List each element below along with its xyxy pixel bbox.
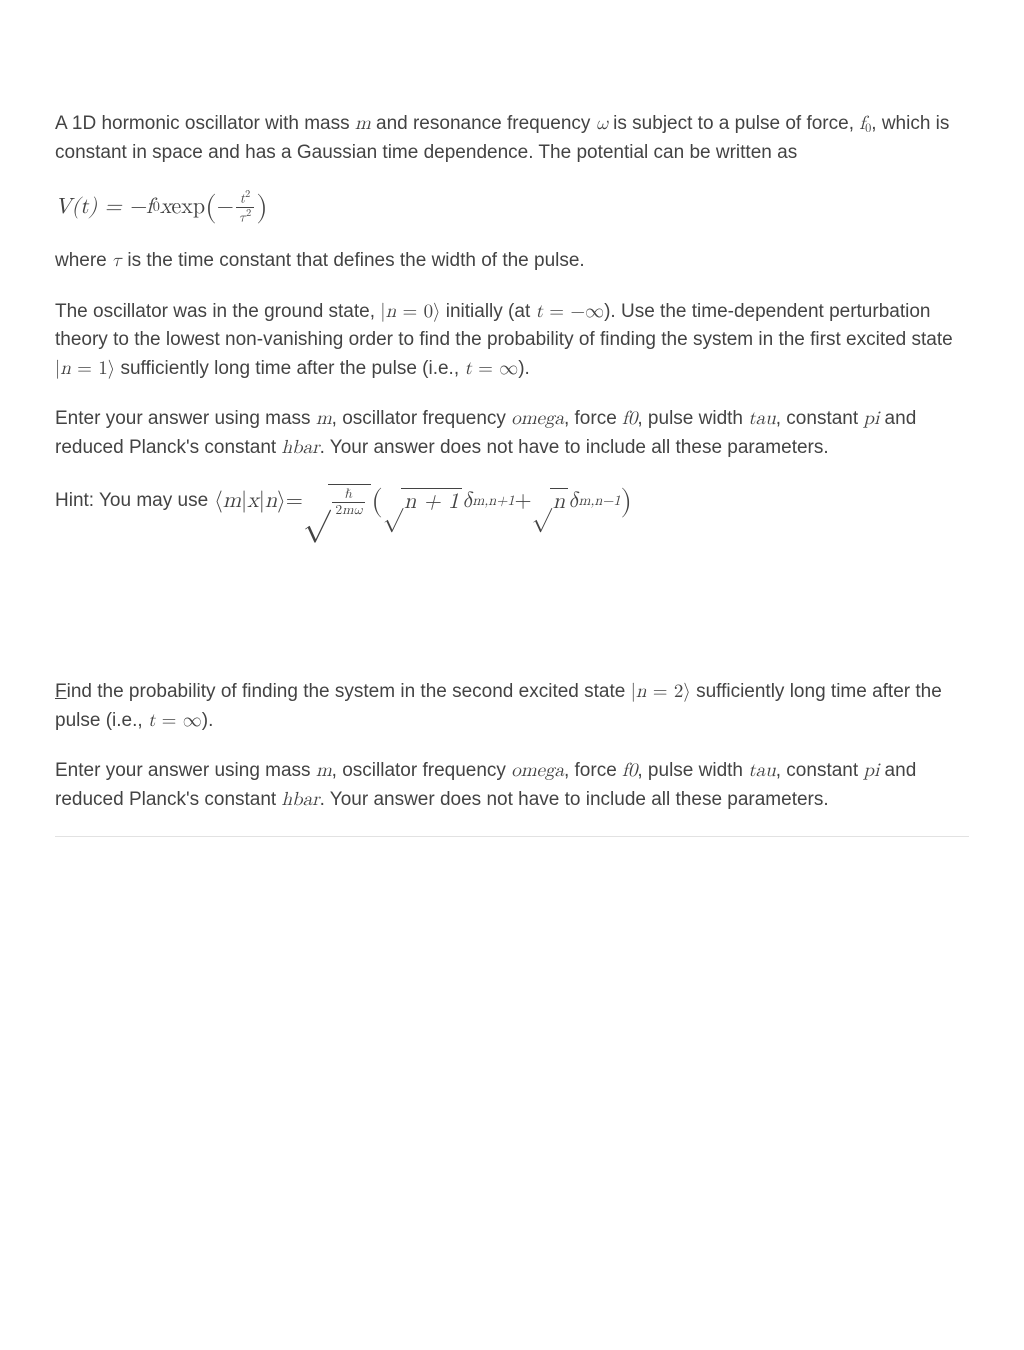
document-page: A 1D hormonic oscillator with mass m and… xyxy=(0,0,1024,1350)
eq-exp: exp xyxy=(172,192,206,223)
text: The oscillator was in the ground state, xyxy=(55,301,380,322)
text: A 1D hormonic oscillator with mass xyxy=(55,113,355,134)
text: initially (at xyxy=(440,301,535,322)
problem-paragraph-1: The oscillator was in the ground state, … xyxy=(55,298,969,384)
var-m: m xyxy=(355,114,371,133)
var-n: n xyxy=(386,302,397,321)
param-tau: tau xyxy=(748,409,775,428)
intro-paragraph-1: A 1D hormonic oscillator with mass m and… xyxy=(55,110,969,167)
var-omega: ω xyxy=(596,114,608,133)
equation-v-of-t: V(t) = − f0 x exp ( − t2 τ2 ) xyxy=(55,189,969,225)
text: Enter your answer using mass xyxy=(55,408,316,429)
hint-sqrt-np1: √ n + 1 xyxy=(383,488,462,515)
text: where xyxy=(55,250,112,271)
hint-ket-r: ⟩ xyxy=(277,488,286,514)
eq-minus: − xyxy=(217,192,234,223)
text: , constant xyxy=(776,408,864,429)
text: Enter your answer using mass xyxy=(55,760,316,781)
text: , pulse width xyxy=(637,760,748,781)
eq-lhs: V(t) = − xyxy=(55,192,146,223)
hint-frac-den-omega: ω xyxy=(354,503,363,517)
text: , force xyxy=(564,760,622,781)
text: ). xyxy=(518,358,530,379)
hint-frac-den-m: m xyxy=(342,503,353,517)
param-f0: f0 xyxy=(622,409,637,428)
eq-1: = 1 xyxy=(71,359,108,378)
bra-l: ⟨ xyxy=(214,488,223,514)
var-n-3: n xyxy=(636,682,647,701)
problem-paragraph-2: Find the probability of finding the syst… xyxy=(55,678,969,735)
hint-delta-sub-2: m,n−1 xyxy=(578,492,620,510)
eq-inf-2: = ∞ xyxy=(155,711,201,730)
hint-m: m xyxy=(223,488,241,514)
answer-params-paragraph-2: Enter your answer using mass m, oscillat… xyxy=(55,757,969,814)
hint-sqrt-outer: √ ℏ 2mω xyxy=(303,484,371,518)
hint-equation: ⟨m|x|n⟩ = √ ℏ 2mω ( √ n + 1 δm,n+1 + √ xyxy=(214,484,632,518)
eq-f: f xyxy=(146,192,153,223)
sqrt-sign-icon: √ xyxy=(383,490,403,514)
text: , constant xyxy=(776,760,864,781)
eq-fraction: t2 τ2 xyxy=(236,189,254,225)
eq-minus-inf: = −∞ xyxy=(543,302,604,321)
param-omega-2: omega xyxy=(511,761,564,780)
eq-x: x xyxy=(160,192,172,223)
hint-eq: = xyxy=(286,488,303,514)
hint-frac: ℏ 2mω xyxy=(332,487,365,518)
text: ). xyxy=(202,710,214,731)
text: is subject to a pulse of force, xyxy=(608,113,859,134)
text: , oscillator frequency xyxy=(332,408,512,429)
eq-inf: = ∞ xyxy=(472,359,518,378)
hint-x: x xyxy=(247,488,259,514)
horizontal-rule xyxy=(55,836,969,837)
sqrt-sign-icon: √ xyxy=(303,485,331,518)
text: is the time constant that defines the wi… xyxy=(122,250,585,271)
hint-label: Hint: You may use xyxy=(55,490,208,512)
param-f0-2: f0 xyxy=(622,761,637,780)
ket-rangle-3: ⟩ xyxy=(683,682,690,701)
text: , pulse width xyxy=(637,408,748,429)
hint-delta-2: δ xyxy=(568,488,578,514)
eq-0: = 0 xyxy=(396,302,433,321)
param-hbar-2: hbar xyxy=(281,790,319,809)
hint-n: n xyxy=(265,488,277,514)
param-tau-2: tau xyxy=(748,761,775,780)
var-n-2: n xyxy=(60,359,71,378)
text: Find the probability of finding the syst… xyxy=(55,681,631,702)
frac-den-sup: 2 xyxy=(246,208,251,218)
hint-frac-num: ℏ xyxy=(342,487,356,502)
text: , force xyxy=(564,408,622,429)
tau-definition-paragraph: where τ is the time constant that define… xyxy=(55,247,969,276)
eq-2: = 2 xyxy=(646,682,683,701)
frac-num-sup: 2 xyxy=(245,189,250,199)
hint-sqrt-n: √ n xyxy=(532,488,568,515)
param-hbar: hbar xyxy=(281,438,319,457)
param-pi-2: pi xyxy=(863,761,879,780)
hint-line: Hint: You may use ⟨m|x|n⟩ = √ ℏ 2mω ( √ … xyxy=(55,484,969,518)
text: . Your answer does not have to include a… xyxy=(320,437,829,458)
text: and resonance frequency xyxy=(371,113,596,134)
param-m: m xyxy=(316,409,332,428)
param-m-2: m xyxy=(316,761,332,780)
var-t: t xyxy=(536,302,543,321)
param-omega: omega xyxy=(511,409,564,428)
param-pi: pi xyxy=(863,409,879,428)
spacer xyxy=(55,518,969,678)
answer-params-paragraph-1: Enter your answer using mass m, oscillat… xyxy=(55,405,969,462)
text: . Your answer does not have to include a… xyxy=(320,789,829,810)
hint-delta-sub-1: m,n+1 xyxy=(472,492,514,510)
var-tau: τ xyxy=(112,251,122,270)
text: , oscillator frequency xyxy=(332,760,512,781)
sqrt-sign-icon: √ xyxy=(532,490,552,514)
hint-delta-1: δ xyxy=(462,488,472,514)
hint-np1: n + 1 xyxy=(404,489,459,515)
hint-n-body: n xyxy=(553,489,565,515)
hint-plus: + xyxy=(514,488,531,514)
var-t-2: t xyxy=(464,359,471,378)
frac-den-tau: τ xyxy=(239,210,246,224)
eq-f-sub: 0 xyxy=(153,197,160,217)
text: sufficiently long time after the pulse (… xyxy=(115,358,464,379)
